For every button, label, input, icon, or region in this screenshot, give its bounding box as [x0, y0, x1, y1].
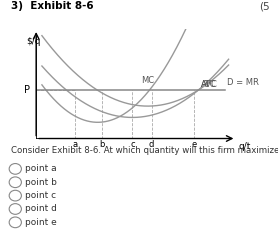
Text: $/q: $/q — [26, 37, 41, 46]
Text: AVC: AVC — [201, 80, 218, 89]
Text: MC: MC — [141, 76, 154, 85]
Text: ATC: ATC — [201, 80, 216, 89]
Text: point b: point b — [25, 178, 57, 187]
Text: point d: point d — [25, 204, 57, 214]
Text: Consider Exhibit 8-6. At which quantity will this firm maximize profit?: Consider Exhibit 8-6. At which quantity … — [11, 146, 278, 155]
Text: point a: point a — [25, 164, 57, 174]
Text: q/t: q/t — [238, 142, 250, 151]
Text: (5: (5 — [259, 1, 270, 11]
Text: 3)  Exhibit 8-6: 3) Exhibit 8-6 — [11, 1, 94, 11]
Text: point e: point e — [25, 218, 57, 227]
Text: D = MR: D = MR — [227, 78, 259, 87]
Text: P: P — [24, 85, 29, 95]
Text: point c: point c — [25, 191, 56, 200]
